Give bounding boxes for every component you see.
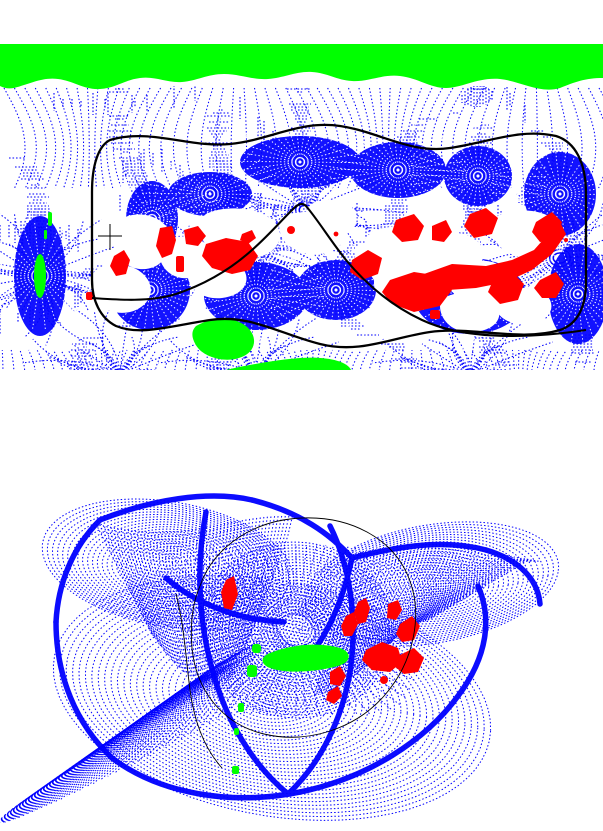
left-extremum-system bbox=[86, 199, 357, 313]
red-patch-r6 bbox=[382, 272, 452, 312]
red-patch-r3 bbox=[432, 220, 452, 242]
red-patch-l2 bbox=[110, 250, 130, 276]
three-d-perspective-panel bbox=[0, 408, 603, 831]
red-patch-r4 bbox=[464, 208, 498, 238]
green-band-region bbox=[0, 44, 603, 90]
three-d-red-patches bbox=[221, 576, 424, 704]
green-blob-center-upper bbox=[192, 318, 255, 360]
unrolled-projection-panel bbox=[0, 44, 603, 370]
green-blob-bottom bbox=[225, 357, 352, 370]
red-patch-r5-band bbox=[424, 222, 566, 290]
red-speck-r11 bbox=[553, 239, 559, 245]
three-d-fold-creases bbox=[53, 493, 543, 801]
red-patch-l8 bbox=[176, 256, 184, 272]
red-patch-r2 bbox=[392, 214, 424, 242]
green-low-value-blobs bbox=[34, 212, 352, 370]
green-speck-c bbox=[48, 212, 52, 226]
domain-boundary-curve bbox=[90, 123, 588, 349]
green-speck-d bbox=[44, 230, 47, 239]
red-patch-l3 bbox=[202, 238, 258, 274]
three-d-red-far-left bbox=[221, 576, 238, 610]
red-speck-l6 bbox=[287, 226, 295, 234]
three-d-hidden-line-circle bbox=[190, 517, 417, 738]
red-patch-l1 bbox=[156, 226, 176, 258]
red-patch-l4 bbox=[184, 226, 206, 246]
red-patch-r7 bbox=[488, 272, 524, 304]
green-band-shape bbox=[0, 44, 603, 90]
red-patch-r8 bbox=[532, 212, 562, 242]
red-speck-l7 bbox=[333, 231, 339, 237]
right-extremum-system bbox=[350, 208, 568, 332]
three-d-green-speck-c bbox=[232, 766, 239, 774]
red-patch-l5 bbox=[240, 230, 256, 244]
three-d-red-left bbox=[354, 598, 370, 624]
red-patch-l9 bbox=[86, 292, 93, 300]
three-d-green-speck-a bbox=[238, 703, 244, 712]
red-speck-r10 bbox=[430, 310, 440, 319]
separatrix-curve bbox=[91, 202, 587, 338]
green-blob-left bbox=[34, 254, 46, 298]
red-speck-r12 bbox=[564, 238, 568, 242]
three-d-hidden-line-meridian bbox=[175, 593, 223, 769]
three-d-green-patch bbox=[232, 644, 349, 774]
three-d-perspective-svg bbox=[0, 408, 603, 831]
unrolled-projection-svg bbox=[0, 44, 603, 370]
three-d-green-speck-b bbox=[234, 728, 239, 735]
red-patch-r9 bbox=[534, 272, 564, 298]
crosshair-marker bbox=[98, 224, 122, 250]
